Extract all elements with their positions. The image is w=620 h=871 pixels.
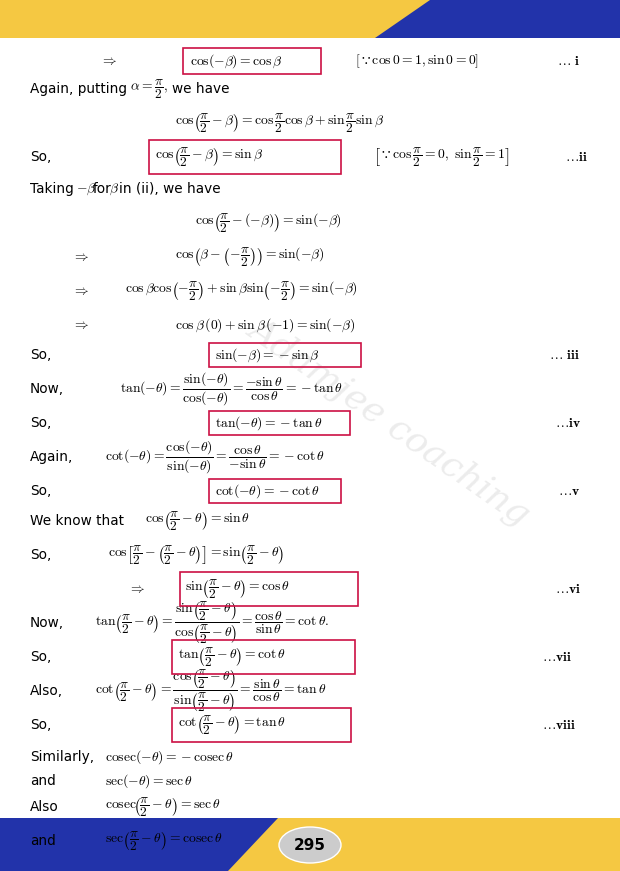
Text: for: for [93,182,112,196]
Text: $\tan\!\left(\dfrac{\pi}{2} - \theta\right) = \cot\theta$: $\tan\!\left(\dfrac{\pi}{2} - \theta\rig… [178,645,286,669]
Text: $\alpha = \dfrac{\pi}{2},$: $\alpha = \dfrac{\pi}{2},$ [130,78,168,101]
Bar [209,343,361,367]
Text: Adamjee coaching: Adamjee coaching [243,311,538,531]
Text: $\sin\!\left(\dfrac{\pi}{2} - \theta\right) = \cos\theta$: $\sin\!\left(\dfrac{\pi}{2} - \theta\rig… [185,577,290,601]
Text: $\cos\!\left[\dfrac{\pi}{2} - \left(\dfrac{\pi}{2} - \theta\right)\right] = \sin: $\cos\!\left[\dfrac{\pi}{2} - \left(\dfr… [108,544,284,567]
Text: 295: 295 [294,838,326,853]
Text: So,: So, [30,416,51,430]
Text: $\cot(-\theta) = -\cot\theta$: $\cot(-\theta) = -\cot\theta$ [215,483,320,500]
Text: We know that: We know that [30,514,124,528]
Text: in (ii), we have: in (ii), we have [119,182,221,196]
Text: $\cot(-\theta) = \dfrac{\cos(-\theta)}{\sin(-\theta)} = \dfrac{\cos\theta}{-\sin: $\cot(-\theta) = \dfrac{\cos(-\theta)}{\… [105,438,325,476]
Text: $\tan\!\left(\dfrac{\pi}{2} - \theta\right) = \dfrac{\sin\!\left(\dfrac{\pi}{2}-: $\tan\!\left(\dfrac{\pi}{2} - \theta\rig… [95,599,329,646]
Text: $\mathrm{cosec}(-\theta) = -\mathrm{cosec}\,\theta$: $\mathrm{cosec}(-\theta) = -\mathrm{cose… [105,748,234,766]
Text: we have: we have [172,82,229,96]
Bar [149,140,341,174]
Text: and: and [30,774,56,788]
Bar [209,411,350,435]
Bar [172,640,355,674]
Text: So,: So, [30,548,51,562]
Text: Taking: Taking [30,182,74,196]
Text: $\ldots\mathbf{vii}$: $\ldots\mathbf{vii}$ [542,650,572,664]
Text: $\sin(-\beta) = -\sin\beta$: $\sin(-\beta) = -\sin\beta$ [215,346,320,364]
Text: Again, putting: Again, putting [30,82,127,96]
Text: $\cos\!\left(\dfrac{\pi}{2} - \theta\right) = \sin\theta$: $\cos\!\left(\dfrac{\pi}{2} - \theta\rig… [145,510,250,533]
Bar [180,572,358,606]
Text: $\cos\!\left(\dfrac{\pi}{2} - \beta\right) = \cos\dfrac{\pi}{2}\cos\beta + \sin\: $\cos\!\left(\dfrac{\pi}{2} - \beta\righ… [175,111,384,135]
Text: So,: So, [30,484,51,498]
FancyBboxPatch shape [0,818,620,871]
Bar [172,708,351,742]
Text: $\Rightarrow$: $\Rightarrow$ [100,54,117,68]
Text: $\beta$: $\beta$ [109,181,119,197]
Text: and: and [30,834,56,848]
Text: $\Rightarrow$: $\Rightarrow$ [72,284,89,298]
Text: $\tan(-\theta) = -\tan\theta$: $\tan(-\theta) = -\tan\theta$ [215,414,322,432]
Text: Now,: Now, [30,616,64,630]
Text: $\cos\beta\cos\!\left(-\dfrac{\pi}{2}\right) + \sin\beta\sin\!\left(-\dfrac{\pi}: $\cos\beta\cos\!\left(-\dfrac{\pi}{2}\ri… [125,280,358,302]
Polygon shape [0,0,430,38]
Text: $\tan(-\theta) = \dfrac{\sin(-\theta)}{\cos(-\theta)} = \dfrac{-\sin\theta}{\cos: $\tan(-\theta) = \dfrac{\sin(-\theta)}{\… [120,370,343,408]
Text: $\mathrm{cosec}\!\left(\dfrac{\pi}{2} - \theta\right) = \sec\theta$: $\mathrm{cosec}\!\left(\dfrac{\pi}{2} - … [105,795,221,819]
Text: $\cos\!\left(\dfrac{\pi}{2} - (-\beta)\right) = \sin(-\beta)$: $\cos\!\left(\dfrac{\pi}{2} - (-\beta)\r… [195,212,342,234]
Text: $\cot\!\left(\dfrac{\pi}{2} - \theta\right) = \dfrac{\cos\!\left(\dfrac{\pi}{2}-: $\cot\!\left(\dfrac{\pi}{2} - \theta\rig… [95,667,326,714]
Text: $\cos\!\left(\beta - \left(-\dfrac{\pi}{2}\right)\right) = \sin(-\beta)$: $\cos\!\left(\beta - \left(-\dfrac{\pi}{… [175,246,324,268]
Text: $\cos(-\beta) = \cos\beta$: $\cos(-\beta) = \cos\beta$ [190,52,283,70]
Text: Also,: Also, [30,684,63,698]
Text: $\ldots\mathbf{v}$: $\ldots\mathbf{v}$ [558,484,580,498]
Text: $\Rightarrow$: $\Rightarrow$ [72,318,89,332]
Text: So,: So, [30,650,51,664]
Text: $\ldots\mathbf{ii}$: $\ldots\mathbf{ii}$ [565,150,588,164]
Ellipse shape [279,827,341,863]
Bar [209,479,341,503]
Text: $\ldots\ \mathbf{iii}$: $\ldots\ \mathbf{iii}$ [549,348,580,362]
Text: $-\beta$: $-\beta$ [76,181,97,197]
Text: Also: Also [30,800,59,814]
Text: So,: So, [30,718,51,732]
Text: $[\because \cos 0 = 1, \sin 0 = 0]$: $[\because \cos 0 = 1, \sin 0 = 0]$ [355,52,479,70]
Text: So,: So, [30,348,51,362]
Text: $\ldots\mathbf{iv}$: $\ldots\mathbf{iv}$ [555,416,582,430]
Text: Now,: Now, [30,382,64,396]
Text: $\cos\beta\,(0) + \sin\beta\,(-1) = \sin(-\beta)$: $\cos\beta\,(0) + \sin\beta\,(-1) = \sin… [175,316,355,334]
Text: $\ldots\mathbf{viii}$: $\ldots\mathbf{viii}$ [542,718,576,732]
Polygon shape [228,818,620,871]
Text: $\sec\!\left(\dfrac{\pi}{2} - \theta\right) = \mathrm{cosec}\,\theta$: $\sec\!\left(\dfrac{\pi}{2} - \theta\rig… [105,829,223,853]
Text: $\cot\!\left(\dfrac{\pi}{2} - \theta\right) = \tan\theta$: $\cot\!\left(\dfrac{\pi}{2} - \theta\rig… [178,713,286,737]
Bar [183,48,321,74]
Text: Again,: Again, [30,450,73,464]
Text: $\cos\!\left(\dfrac{\pi}{2} - \beta\right) = \sin\beta$: $\cos\!\left(\dfrac{\pi}{2} - \beta\righ… [155,145,263,169]
Text: $\sec(-\theta) = \sec\theta$: $\sec(-\theta) = \sec\theta$ [105,772,193,790]
Text: $\ldots\ \mathbf{i}$: $\ldots\ \mathbf{i}$ [557,54,580,68]
Text: So,: So, [30,150,51,164]
FancyBboxPatch shape [0,0,620,38]
Text: $\Rightarrow$: $\Rightarrow$ [128,582,145,596]
Text: $\left[\because \cos\dfrac{\pi}{2} = 0,\ \sin\dfrac{\pi}{2} = 1\right]$: $\left[\because \cos\dfrac{\pi}{2} = 0,\… [373,145,510,169]
Text: $\Rightarrow$: $\Rightarrow$ [72,250,89,264]
Text: Similarly,: Similarly, [30,750,94,764]
Text: $\ldots\mathbf{vi}$: $\ldots\mathbf{vi}$ [555,582,582,596]
